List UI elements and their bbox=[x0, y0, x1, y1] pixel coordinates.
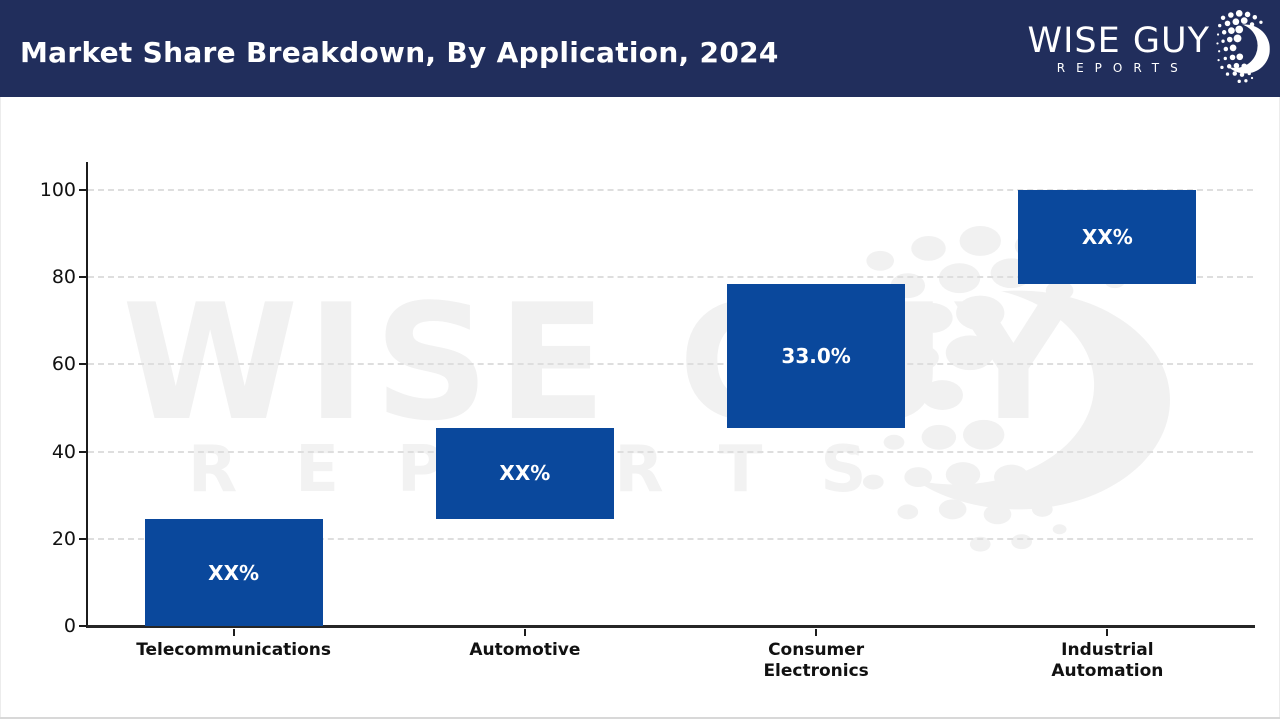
y-axis-tick-label: 40 bbox=[51, 440, 76, 463]
bar-segment: XX% bbox=[144, 519, 323, 626]
bottom-divider bbox=[0, 717, 1280, 719]
y-axis-line bbox=[86, 162, 88, 628]
y-axis-tick bbox=[79, 276, 87, 279]
y-axis-tick-label: 0 bbox=[63, 615, 76, 637]
x-axis-line bbox=[86, 625, 1255, 628]
gridline bbox=[88, 276, 1253, 279]
bar-segment: 33.0% bbox=[727, 283, 906, 428]
y-axis-tick-label: 60 bbox=[51, 353, 76, 376]
y-axis-tick-label: 100 bbox=[39, 179, 76, 201]
gridline bbox=[88, 450, 1253, 453]
header-bar: Market Share Breakdown, By Application, … bbox=[0, 0, 1280, 97]
bar-segment: XX% bbox=[1018, 190, 1197, 284]
x-axis-tick bbox=[1106, 629, 1109, 636]
x-axis-tick bbox=[815, 629, 818, 636]
y-axis-tick bbox=[79, 537, 87, 540]
left-edge-border bbox=[0, 97, 1, 718]
x-axis-tick bbox=[523, 629, 526, 636]
y-axis-tick bbox=[79, 450, 87, 453]
logo-text: WISE GUY REPORTS bbox=[1027, 20, 1210, 76]
x-category-label: Automotive bbox=[469, 640, 581, 660]
brand-logo: WISE GUY REPORTS bbox=[1027, 8, 1270, 90]
y-axis-tick bbox=[79, 189, 87, 191]
bar-value-label: XX% bbox=[1081, 224, 1133, 249]
x-axis-tick bbox=[232, 629, 235, 636]
x-category-label: Industrial Automation bbox=[1051, 640, 1164, 681]
y-axis-tick bbox=[79, 363, 87, 366]
gridline bbox=[88, 189, 1253, 191]
bar-value-label: XX% bbox=[499, 461, 551, 486]
bar-segment: XX% bbox=[435, 427, 614, 520]
logo-subtext: REPORTS bbox=[1056, 61, 1189, 76]
y-axis-tick bbox=[79, 625, 87, 627]
logo-head-icon bbox=[1214, 10, 1270, 88]
x-category-label: Telecommunications bbox=[136, 640, 332, 660]
gridline bbox=[88, 363, 1253, 366]
logo-wordmark: WISE GUY bbox=[1027, 20, 1210, 61]
bar-value-label: XX% bbox=[208, 560, 260, 585]
x-category-label: Consumer Electronics bbox=[763, 640, 869, 681]
y-axis-tick-label: 80 bbox=[51, 266, 76, 289]
gridline bbox=[88, 537, 1253, 540]
bar-value-label: 33.0% bbox=[781, 343, 851, 368]
y-axis-tick-label: 20 bbox=[51, 527, 76, 550]
page-title: Market Share Breakdown, By Application, … bbox=[20, 36, 779, 69]
